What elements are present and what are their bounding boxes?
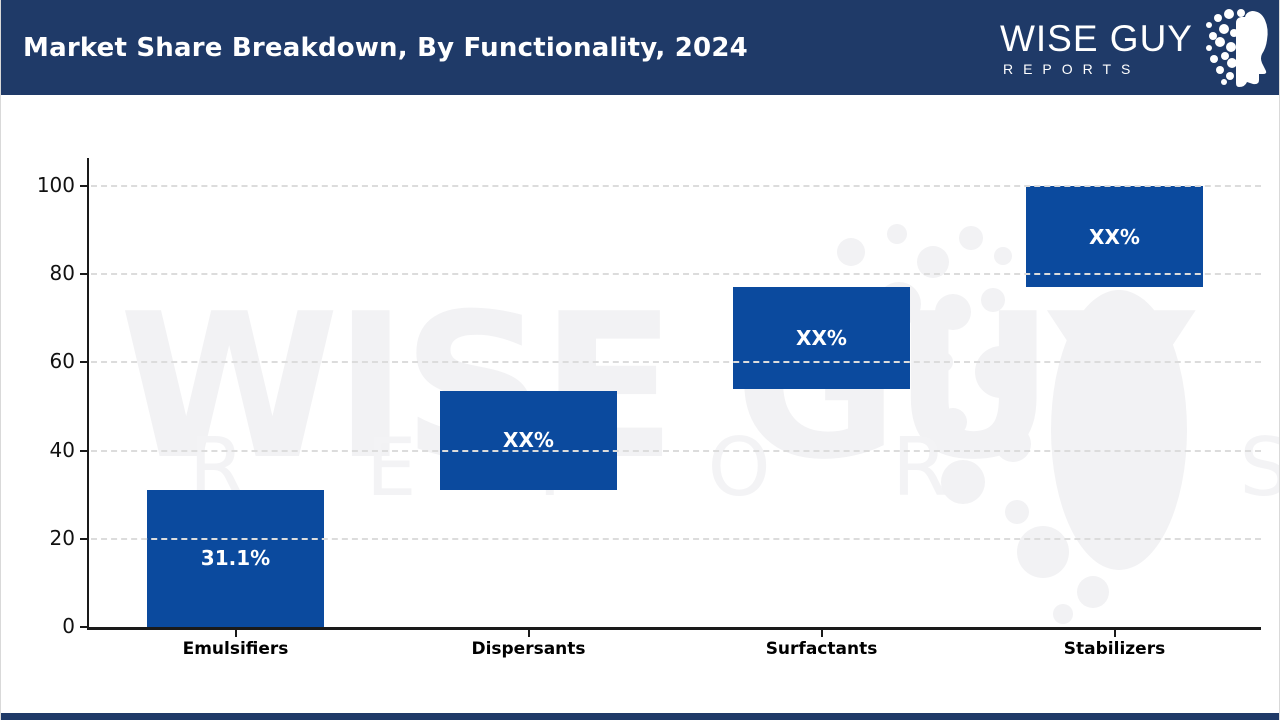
- brand-logo: WISE GUY REPORTS: [1000, 6, 1269, 90]
- x-tick-mark: [234, 629, 237, 637]
- brand-logo-text: WISE GUY REPORTS: [1000, 20, 1193, 77]
- header-band: Market Share Breakdown, By Functionality…: [1, 0, 1279, 95]
- brand-head-icon: [1206, 9, 1268, 87]
- bar-value-label: XX%: [1089, 224, 1140, 249]
- bar-stabilizers: XX%: [1026, 186, 1203, 288]
- bar-value-label: 31.1%: [200, 546, 271, 571]
- y-tick-label: 60: [49, 349, 75, 374]
- x-tick-mark: [1113, 629, 1116, 637]
- bar-emulsifiers: 31.1%: [147, 489, 324, 627]
- y-tick-mark: [80, 185, 89, 187]
- y-tick-label: 80: [49, 261, 75, 286]
- bar-surfactants: XX%: [733, 287, 910, 389]
- bar-value-label: XX%: [503, 428, 554, 453]
- y-tick-mark: [80, 449, 89, 452]
- x-tick-label: Stabilizers: [1063, 639, 1166, 659]
- y-tick-mark: [80, 626, 89, 628]
- gridline: [91, 537, 1261, 540]
- x-tick-mark: [527, 629, 530, 637]
- y-tick-mark: [80, 537, 89, 540]
- chart-title: Market Share Breakdown, By Functionality…: [23, 32, 748, 63]
- y-tick-label: 40: [49, 437, 75, 462]
- gridline: [91, 449, 1261, 452]
- bar-dispersants: XX%: [440, 391, 617, 490]
- y-tick-mark: [80, 273, 89, 276]
- bar-value-label: XX%: [796, 326, 847, 351]
- y-tick-label: 100: [36, 173, 75, 197]
- x-axis-line: [87, 627, 1261, 630]
- y-axis-line: [87, 158, 89, 630]
- x-tick-label: Surfactants: [765, 639, 878, 659]
- x-tick-label: Emulsifiers: [182, 639, 289, 659]
- footer-band: [1, 713, 1279, 720]
- gridline: [91, 273, 1261, 276]
- gridline: [91, 185, 1261, 187]
- y-tick-label: 20: [49, 525, 75, 550]
- x-tick-mark: [820, 629, 823, 637]
- y-tick-mark: [80, 361, 89, 364]
- y-tick-label: 0: [62, 614, 75, 638]
- brand-subtitle: REPORTS: [1002, 60, 1141, 77]
- gridline: [91, 361, 1261, 364]
- x-tick-label: Dispersants: [471, 639, 586, 659]
- brand-name: WISE GUY: [999, 17, 1193, 59]
